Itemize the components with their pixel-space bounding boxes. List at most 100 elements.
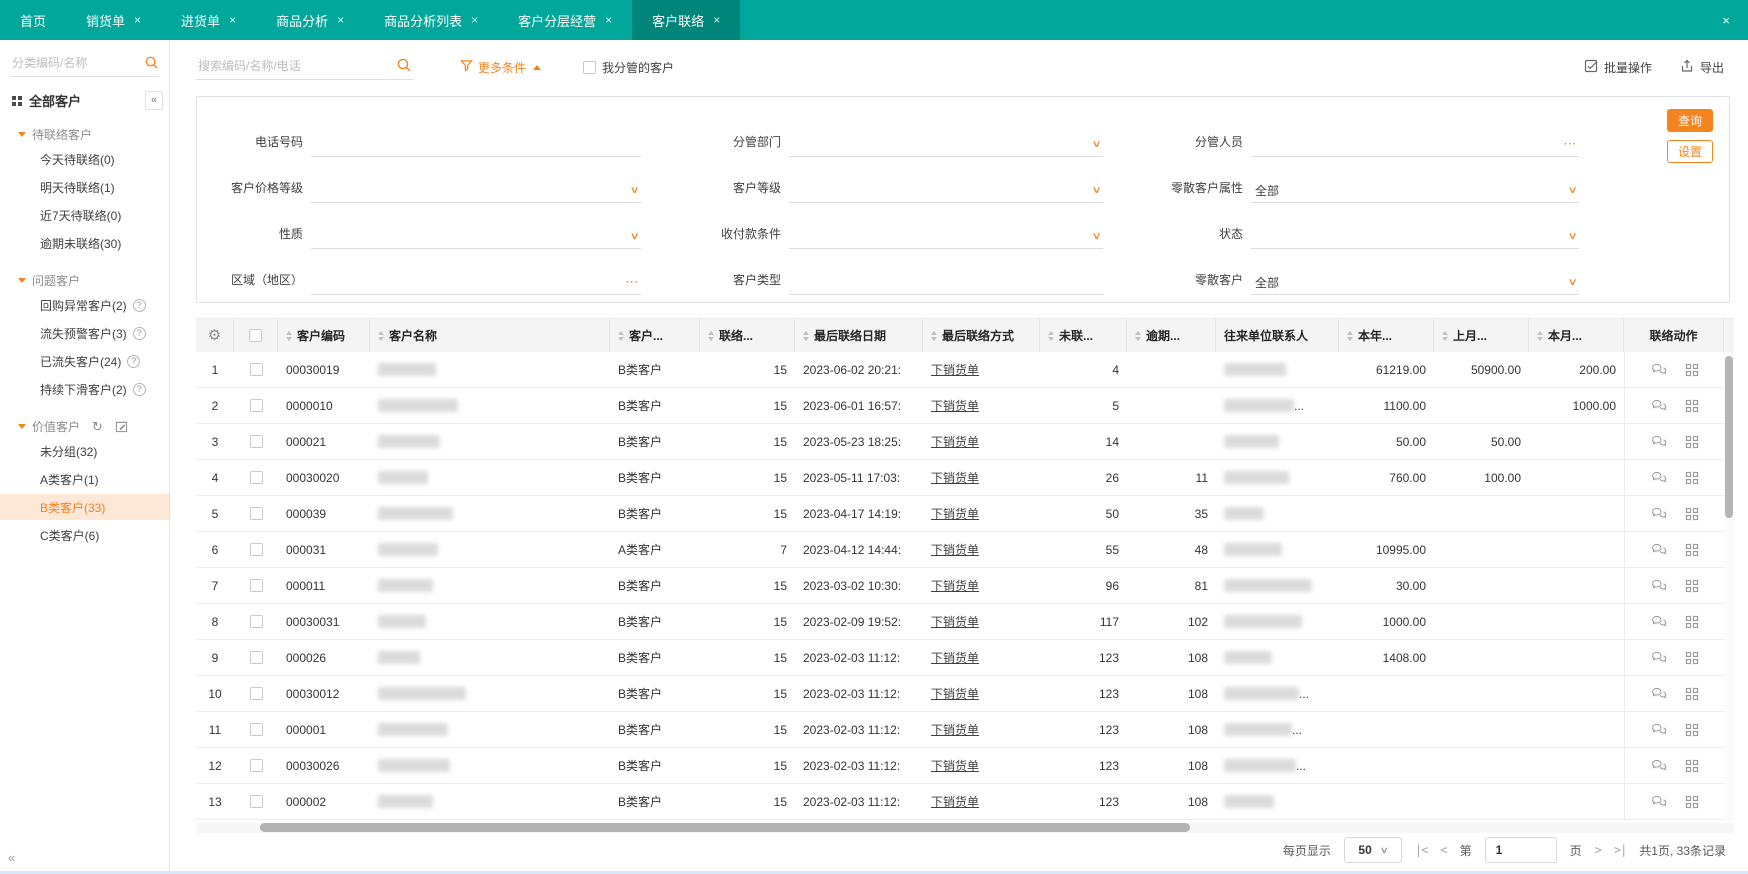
grid-action-icon[interactable] [1685, 579, 1699, 593]
table-row[interactable]: 7 000011 B类客户 15 2023-03-02 10:30: 下销货单 96 81 30… [196, 568, 1734, 604]
grid-action-icon[interactable] [1685, 651, 1699, 665]
row-checkbox[interactable] [249, 615, 263, 628]
row-checkbox[interactable] [249, 759, 263, 772]
column-header-本月...[interactable]: 本月... [1529, 319, 1624, 352]
row-checkbox[interactable] [249, 543, 263, 556]
row-checkbox[interactable] [249, 435, 263, 448]
grid-action-icon[interactable] [1685, 543, 1699, 557]
table-row[interactable]: 8 00030031 B类客户 15 2023-02-09 19:52: 下销货单 117 1… [196, 604, 1734, 640]
tab-close-icon[interactable]: × [337, 13, 345, 27]
last-page-button[interactable]: >| [1613, 843, 1627, 857]
tab-close-icon[interactable]: × [471, 13, 479, 27]
table-row[interactable]: 4 00030020 B类客户 15 2023-05-11 17:03: 下销货单 26 11… [196, 460, 1734, 496]
filter-field-select[interactable]: ∨ [789, 132, 1103, 157]
table-row[interactable]: 2 0000010 B类客户 15 2023-06-01 16:57: 下销货单 5... 1… [196, 388, 1734, 424]
tree-item-回购异常客户(2)[interactable]: 回购异常客户(2)? [0, 292, 169, 318]
tab-进货单[interactable]: 进货单 × [161, 0, 256, 40]
row-checkbox[interactable] [249, 363, 263, 376]
tree-item-明天待联络(1)[interactable]: 明天待联络(1) [0, 174, 169, 200]
tab-close-icon[interactable]: × [134, 13, 142, 27]
tab-close-icon[interactable]: × [229, 13, 237, 27]
chat-action-icon[interactable] [1651, 650, 1667, 665]
last-contact-way-link[interactable]: 下销货单 [931, 507, 980, 521]
chevron-down-icon[interactable]: ∨ [1567, 276, 1578, 288]
row-checkbox[interactable] [249, 507, 263, 520]
filter-field-select[interactable]: ∨ [311, 178, 641, 203]
tab-close-icon[interactable]: × [605, 13, 613, 27]
last-contact-way-link[interactable]: 下销货单 [931, 435, 980, 449]
chat-action-icon[interactable] [1651, 758, 1667, 773]
filter-field-select[interactable]: ∨ [789, 178, 1103, 203]
more-filters-toggle[interactable]: 更多条件 [460, 59, 542, 76]
my-customers-checkbox[interactable] [583, 60, 597, 74]
tab-销货单[interactable]: 销货单 × [66, 0, 161, 40]
tree-item-A类客户(1)[interactable]: A类客户(1) [0, 466, 169, 492]
table-row[interactable]: 13 000002 B类客户 15 2023-02-03 11:12: 下销货单 123 10… [196, 784, 1734, 820]
last-contact-way-link[interactable]: 下销货单 [931, 651, 980, 665]
prev-page-button[interactable]: < [1440, 843, 1447, 857]
tree-item-B类客户(33)[interactable]: B类客户(33) [0, 494, 169, 520]
grid-action-icon[interactable] [1685, 759, 1699, 773]
sidebar-item-all-customers[interactable]: 全部客户 « [12, 91, 163, 110]
last-contact-way-link[interactable]: 下销货单 [931, 723, 980, 737]
last-contact-way-link[interactable]: 下销货单 [931, 687, 980, 701]
tree-item-已流失客户(24)[interactable]: 已流失客户(24)? [0, 348, 169, 374]
tree-group-问题客户[interactable]: 问题客户 [0, 270, 169, 290]
filter-field-select[interactable]: 全部 ∨ [1251, 270, 1579, 295]
tree-item-C类客户(6)[interactable]: C类客户(6) [0, 522, 169, 548]
sort-icon[interactable] [286, 330, 292, 341]
last-contact-way-link[interactable]: 下销货单 [931, 795, 980, 809]
table-row[interactable]: 10 00030012 B类客户 15 2023-02-03 11:12: 下销货单 123… [196, 676, 1734, 712]
table-row[interactable]: 6 000031 A类客户 7 2023-04-12 14:44: 下销货单 55 48 109… [196, 532, 1734, 568]
grid-action-icon[interactable] [1685, 615, 1699, 629]
chat-action-icon[interactable] [1651, 614, 1667, 629]
column-header-客户名称[interactable]: 客户名称 [370, 319, 610, 352]
sort-icon[interactable] [803, 330, 809, 341]
row-checkbox[interactable] [249, 399, 263, 412]
search-icon[interactable] [144, 55, 159, 73]
horizontal-scrollbar-thumb[interactable] [260, 823, 1190, 832]
tree-item-逾期未联络(30)[interactable]: 逾期未联络(30) [0, 230, 169, 256]
sidebar-bottom-collapse-icon[interactable]: « [8, 850, 16, 865]
per-page-select[interactable]: 50 ∨ [1343, 837, 1402, 863]
select-all-checkbox[interactable] [249, 329, 262, 342]
table-row[interactable]: 9 000026 B类客户 15 2023-02-03 11:12: 下销货单 123 108… [196, 640, 1734, 676]
sidebar-collapse-icon[interactable]: « [145, 91, 163, 110]
chat-action-icon[interactable] [1651, 470, 1667, 485]
first-page-button[interactable]: |< [1414, 843, 1428, 857]
tab-客户联络[interactable]: 客户联络 × [632, 0, 741, 40]
table-row[interactable]: 1 00030019 B类客户 15 2023-06-02 20:21: 下销货单 4 612… [196, 352, 1734, 388]
sort-icon[interactable] [378, 330, 384, 341]
last-contact-way-link[interactable]: 下销货单 [931, 759, 980, 773]
tree-group-价值客户[interactable]: 价值客户 ↻ [0, 416, 169, 436]
batch-operations-button[interactable]: 批量操作 [1584, 59, 1652, 76]
chevron-down-icon[interactable]: ∨ [629, 230, 640, 242]
last-contact-way-link[interactable]: 下销货单 [931, 543, 980, 557]
tab-close-icon[interactable]: × [713, 13, 721, 27]
row-checkbox[interactable] [249, 579, 263, 592]
filter-field-input[interactable] [789, 270, 1103, 295]
sort-icon[interactable] [1048, 330, 1054, 341]
vertical-scrollbar-thumb[interactable] [1725, 356, 1733, 518]
next-page-button[interactable]: > [1594, 843, 1602, 857]
filter-field-select[interactable]: ∨ [789, 224, 1103, 249]
column-header-上月...[interactable]: 上月... [1434, 319, 1529, 352]
column-header-最后联络方式[interactable]: 最后联络方式 [923, 319, 1040, 352]
tab-商品分析列表[interactable]: 商品分析列表 × [364, 0, 498, 40]
sort-icon[interactable] [1537, 330, 1543, 341]
tab-首页[interactable]: 首页 [0, 0, 66, 40]
table-row[interactable]: 5 000039 B类客户 15 2023-04-17 14:19: 下销货单 50 35 [196, 496, 1734, 532]
chevron-down-icon[interactable]: ∨ [1091, 138, 1102, 150]
chat-action-icon[interactable] [1651, 506, 1667, 521]
grid-action-icon[interactable] [1685, 363, 1699, 377]
last-contact-way-link[interactable]: 下销货单 [931, 471, 980, 485]
filter-field-ellipsis[interactable]: ··· [1251, 132, 1579, 157]
ellipsis-picker-icon[interactable]: ··· [626, 276, 639, 288]
filter-field-select[interactable]: ∨ [1251, 224, 1579, 249]
row-checkbox[interactable] [249, 723, 263, 736]
close-all-tabs-icon[interactable]: × [1722, 12, 1730, 28]
chat-action-icon[interactable] [1651, 578, 1667, 593]
sort-icon[interactable] [1347, 330, 1353, 341]
column-header-最后联络日期[interactable]: 最后联络日期 [795, 319, 923, 352]
tab-商品分析[interactable]: 商品分析 × [256, 0, 364, 40]
